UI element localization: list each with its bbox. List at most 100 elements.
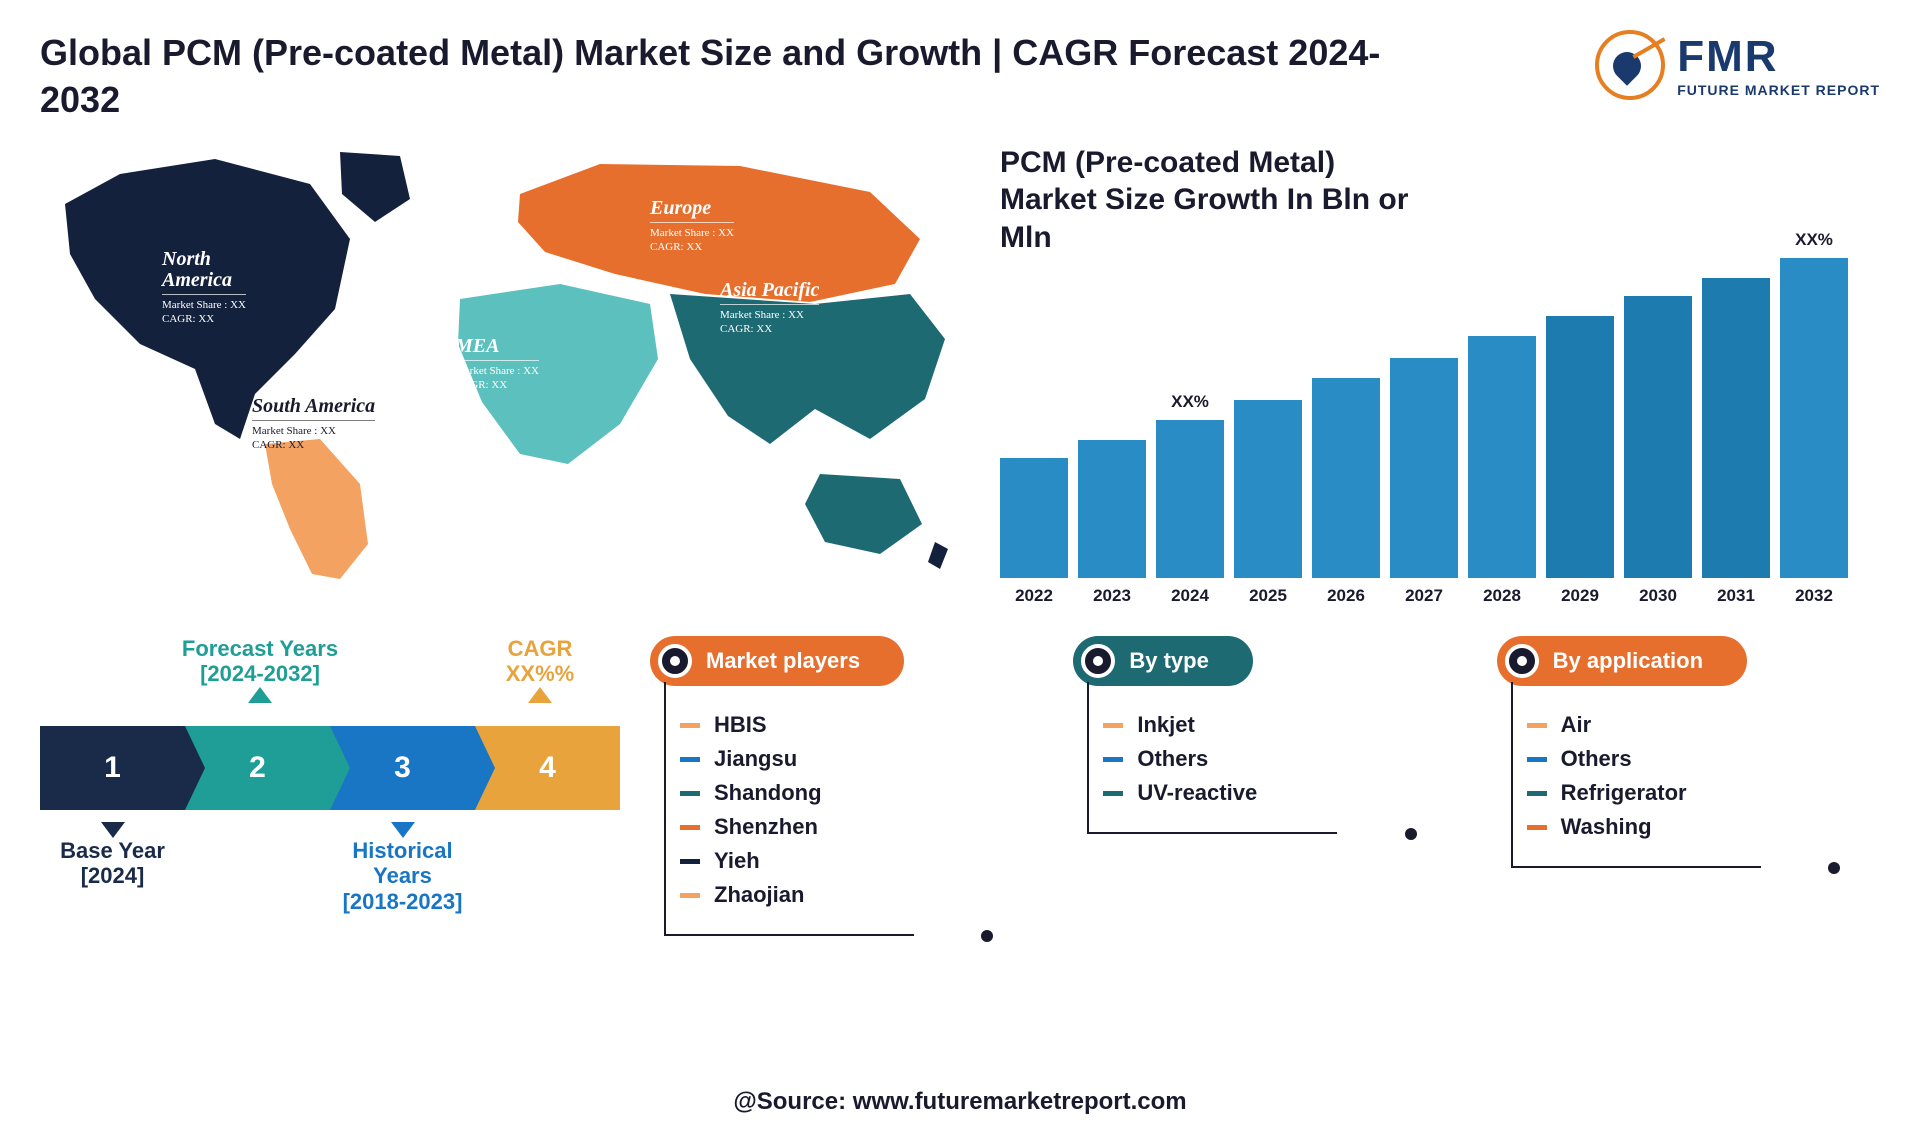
list-item: Shenzhen (680, 814, 1033, 840)
swatch-icon (1527, 825, 1547, 830)
bar-year-label: 2029 (1561, 586, 1599, 606)
pill-block-1: By type Inkjet Others UV-reactive (1073, 636, 1456, 946)
swatch-icon (1103, 791, 1123, 796)
list-item: Yieh (680, 848, 1033, 874)
list-item: Inkjet (1103, 712, 1456, 738)
pill-header: Market players (650, 636, 904, 686)
bar-top-label: XX% (1171, 392, 1209, 412)
region-australia (805, 474, 922, 554)
list-item: Refrigerator (1527, 780, 1880, 806)
bar-year-label: 2025 (1249, 586, 1287, 606)
swatch-icon (680, 825, 700, 830)
bar-2022: 2022 (1000, 458, 1068, 606)
pill-dot-icon (1081, 644, 1115, 678)
pill-header: By application (1497, 636, 1747, 686)
bar-year-label: 2032 (1795, 586, 1833, 606)
region-label-ap: Asia PacificMarket Share : XXCAGR: XX (720, 280, 819, 337)
end-dot-icon (1405, 828, 1417, 840)
bar-year-label: 2024 (1171, 586, 1209, 606)
source-attribution: @Source: www.futuremarketreport.com (733, 1088, 1186, 1116)
category-pills: Market players HBIS Jiangsu Shandong Shenzhe… (650, 636, 1880, 946)
bar-year-label: 2022 (1015, 586, 1053, 606)
end-dot-icon (981, 930, 993, 942)
bar-2028: 2028 (1468, 336, 1536, 606)
list-item-label: Shenzhen (714, 814, 818, 840)
bar-year-label: 2026 (1327, 586, 1365, 606)
world-map: North AmericaMarket Share : XXCAGR: XXSo… (40, 144, 960, 584)
brand-logo: FMR FUTURE MARKET REPORT (1595, 30, 1880, 100)
timeline-block: Forecast Years [2024-2032] CAGR XX%% 123… (40, 636, 620, 946)
list-item: Air (1527, 712, 1880, 738)
swatch-icon (680, 859, 700, 864)
pill-label: Market players (706, 648, 860, 674)
pill-block-0: Market players HBIS Jiangsu Shandong Shenzhe… (650, 636, 1033, 946)
caption-historical: Historical Years [2018-2023] (330, 816, 475, 914)
pill-label: By type (1129, 648, 1208, 674)
list-item-label: Refrigerator (1561, 780, 1687, 806)
timeline-seg-4: 4 (475, 726, 620, 810)
list-item-label: HBIS (714, 712, 767, 738)
bar-top-label: XX% (1795, 230, 1833, 250)
list-item-label: Others (1137, 746, 1208, 772)
timeline-seg-1: 1 (40, 726, 185, 810)
pill-dot-icon (1505, 644, 1539, 678)
swatch-icon (680, 757, 700, 762)
bar-year-label: 2023 (1093, 586, 1131, 606)
bar-2030: 2030 (1624, 296, 1692, 606)
region-nz (928, 542, 948, 569)
swatch-icon (1527, 757, 1547, 762)
logo-subtitle: FUTURE MARKET REPORT (1677, 82, 1880, 98)
list-item: Shandong (680, 780, 1033, 806)
timeline-seg-3: 3 (330, 726, 475, 810)
swatch-icon (1527, 723, 1547, 728)
list-item-label: Washing (1561, 814, 1652, 840)
bar-year-label: 2031 (1717, 586, 1755, 606)
list-item: Zhaojian (680, 882, 1033, 908)
growth-chart: PCM (Pre-coated Metal) Market Size Growt… (1000, 144, 1880, 607)
bar-chart: 20222023XX%20242025202620272028202920302… (1000, 266, 1880, 606)
list-item: HBIS (680, 712, 1033, 738)
pill-items: HBIS Jiangsu Shandong Shenzhen Yieh Zhaojian (650, 712, 1033, 946)
pill-label: By application (1553, 648, 1703, 674)
logo-abbr: FMR (1677, 32, 1880, 82)
bar-2031: 2031 (1702, 278, 1770, 606)
list-item-label: Yieh (714, 848, 760, 874)
caption-cagr: CAGR XX%% (480, 636, 600, 709)
bar-2032: XX%2032 (1780, 258, 1848, 606)
pill-items: Air Others Refrigerator Washing (1497, 712, 1880, 878)
list-item-label: Others (1561, 746, 1632, 772)
bar-year-label: 2030 (1639, 586, 1677, 606)
bar-year-label: 2028 (1483, 586, 1521, 606)
caption-base: Base Year [2024] (40, 816, 185, 914)
bar-2027: 2027 (1390, 358, 1458, 606)
page-title: Global PCM (Pre-coated Metal) Market Siz… (40, 30, 1440, 124)
pill-block-2: By application Air Others Refrigerator Washi… (1497, 636, 1880, 946)
list-item-label: Jiangsu (714, 746, 797, 772)
timeline-seg-2: 2 (185, 726, 330, 810)
list-item-label: Zhaojian (714, 882, 804, 908)
chart-title: PCM (Pre-coated Metal) Market Size Growt… (1000, 144, 1440, 257)
list-item-label: Inkjet (1137, 712, 1194, 738)
pill-items: Inkjet Others UV-reactive (1073, 712, 1456, 844)
list-item: Others (1103, 746, 1456, 772)
region-label-na: North AmericaMarket Share : XXCAGR: XX (162, 249, 246, 327)
swatch-icon (680, 723, 700, 728)
list-item: Jiangsu (680, 746, 1033, 772)
list-item: Washing (1527, 814, 1880, 840)
swatch-icon (1103, 723, 1123, 728)
caption-forecast: Forecast Years [2024-2032] (170, 636, 350, 709)
list-item-label: Shandong (714, 780, 822, 806)
swatch-icon (680, 791, 700, 796)
list-item-label: Air (1561, 712, 1592, 738)
list-item-label: UV-reactive (1137, 780, 1257, 806)
bar-2024: XX%2024 (1156, 420, 1224, 606)
pill-header: By type (1073, 636, 1252, 686)
swatch-icon (1103, 757, 1123, 762)
timeline-bar: 1234 (40, 726, 620, 810)
region-label-eu: EuropeMarket Share : XXCAGR: XX (650, 198, 734, 255)
bar-2029: 2029 (1546, 316, 1614, 606)
bar-year-label: 2027 (1405, 586, 1443, 606)
region-south-america (265, 439, 368, 579)
logo-icon (1595, 30, 1665, 100)
swatch-icon (680, 893, 700, 898)
